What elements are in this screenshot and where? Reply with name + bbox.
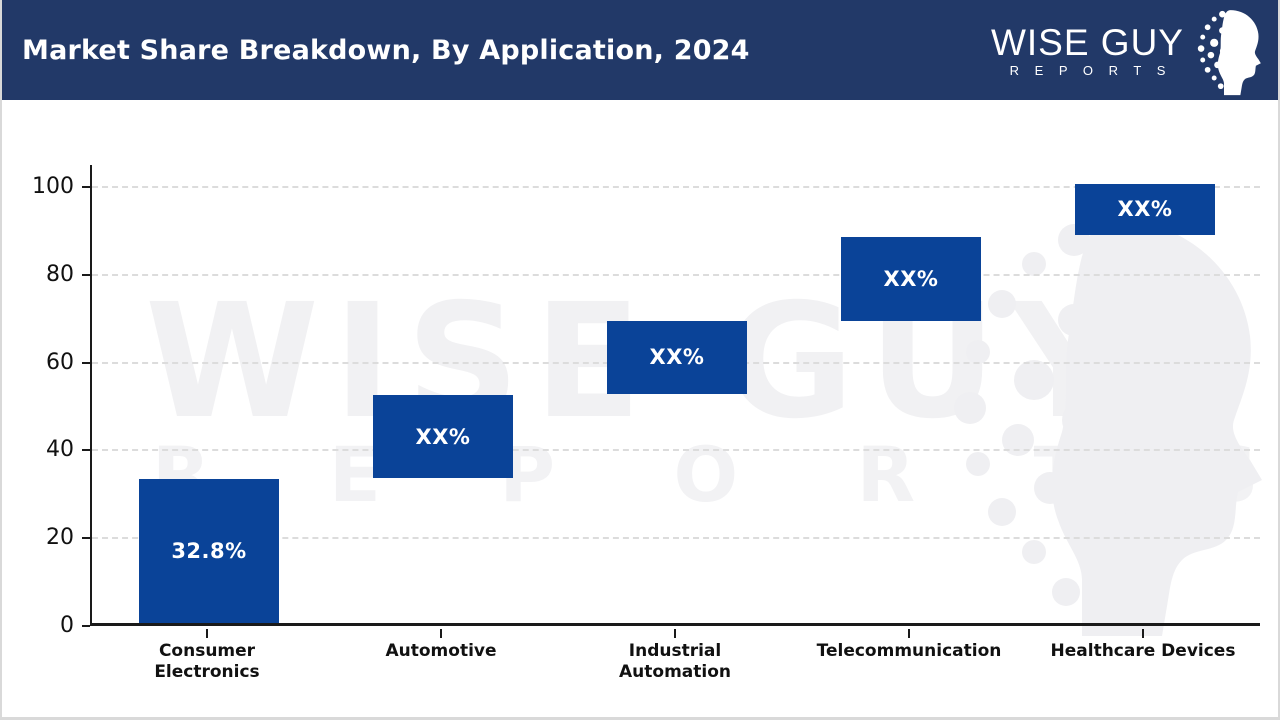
bar-consumer-electronics: 32.8% (138, 479, 280, 623)
bar-value-label: 32.8% (171, 539, 247, 563)
bar-telecommunication: XX% (840, 237, 982, 321)
x-axis-tick-4 (1142, 629, 1144, 638)
plot-area: 32.8% XX% XX% XX% XX% (90, 165, 1260, 626)
x-axis-tick-2 (674, 629, 676, 638)
gridline-100 (92, 185, 1260, 188)
y-axis-tick-100 (82, 185, 90, 188)
bar-industrial-automation: XX% (606, 320, 748, 394)
y-axis-label-0: 0 (60, 613, 74, 638)
y-axis-tick-80 (82, 273, 90, 276)
bar-value-label: XX% (1117, 197, 1173, 222)
y-axis-tick-0 (82, 625, 90, 627)
bar-value-label: XX% (415, 424, 471, 449)
logo-text: WISE GUY R E P O R T S (990, 21, 1184, 79)
y-axis-label-100: 100 (32, 173, 74, 199)
y-axis-label-20: 20 (46, 525, 74, 551)
page-title: Market Share Breakdown, By Application, … (22, 34, 750, 66)
dotted-face-icon (1197, 10, 1261, 96)
gridline-40 (92, 449, 1260, 452)
x-axis-label-3: Telecommunication (816, 641, 1002, 661)
x-axis-tick-1 (440, 629, 442, 638)
x-axis-label-4: Healthcare Devices (1050, 641, 1236, 661)
bar-automotive: XX% (372, 395, 514, 479)
y-axis-label-40: 40 (46, 437, 74, 463)
y-axis-tick-60 (82, 361, 90, 364)
gridline-20 (92, 537, 1260, 540)
bar-healthcare-devices: XX% (1074, 183, 1216, 235)
y-axis-tick-20 (82, 537, 90, 540)
logo-wordmark: WISE GUY (990, 21, 1184, 63)
y-axis-label-60: 60 (46, 349, 74, 375)
x-axis-label-2: Industrial Automation (619, 641, 731, 683)
bar-value-label: XX% (649, 345, 705, 370)
wise-guy-logo: WISE GUY R E P O R T S (991, 6, 1270, 96)
header-bar: Market Share Breakdown, By Application, … (2, 0, 1278, 100)
bar-value-label: XX% (883, 267, 939, 292)
y-axis-label-80: 80 (46, 261, 74, 287)
gridline-80 (92, 273, 1260, 276)
x-axis-tick-0 (206, 629, 208, 638)
x-axis-tick-3 (908, 629, 910, 638)
x-axis-label-1: Automotive (385, 641, 497, 661)
x-axis-label-0: Consumer Electronics (154, 641, 260, 683)
logo-subtitle: R E P O R T S (1009, 63, 1172, 79)
y-axis-tick-40 (82, 449, 90, 452)
